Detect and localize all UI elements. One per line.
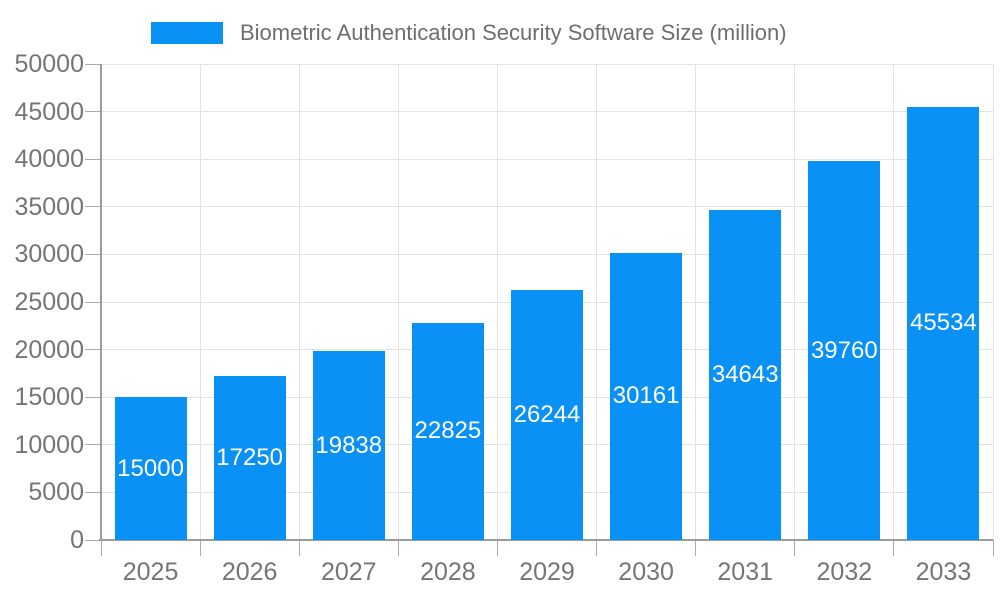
y-axis-tick (85, 63, 101, 65)
y-axis-label: 35000 (14, 192, 84, 221)
bar (411, 322, 484, 540)
x-axis-label: 2031 (717, 558, 774, 586)
x-axis-tick (100, 540, 102, 556)
y-axis-label: 0 (70, 526, 84, 554)
x-axis-label: 2033 (915, 558, 972, 586)
bar-value-label: 45534 (910, 309, 977, 337)
x-gridline (199, 64, 201, 540)
y-axis-label: 25000 (14, 288, 84, 316)
y-gridline (101, 158, 993, 160)
y-axis-label: 5000 (28, 478, 84, 507)
bar-value-label: 19838 (315, 431, 383, 459)
y-gridline (101, 63, 993, 65)
y-axis-line (100, 64, 102, 540)
bar-value-label: 34643 (711, 361, 779, 389)
y-axis-label: 50000 (14, 50, 84, 78)
y-axis-label: 15000 (14, 383, 84, 412)
y-axis-label: 45000 (14, 97, 84, 126)
x-gridline (794, 64, 796, 540)
y-gridline (101, 253, 993, 255)
y-axis-tick (85, 206, 101, 208)
x-axis-tick (199, 540, 201, 556)
x-axis-tick (397, 540, 399, 556)
bar (213, 375, 286, 540)
y-axis-label: 10000 (14, 430, 84, 459)
y-axis-tick (85, 111, 101, 113)
y-axis-tick (85, 396, 101, 398)
x-gridline (992, 64, 994, 540)
x-axis-tick (298, 540, 300, 556)
y-axis-label: 30000 (14, 240, 84, 269)
bar (907, 106, 980, 540)
bar (808, 161, 881, 540)
y-axis-label: 20000 (14, 335, 84, 364)
x-axis-label: 2032 (816, 558, 873, 586)
x-axis-tick (596, 540, 598, 556)
bar-value-label: 15000 (117, 454, 184, 482)
x-axis-tick (695, 540, 697, 556)
bar-value-label: 17250 (216, 443, 284, 471)
y-gridline (101, 206, 993, 208)
legend-label: Biometric Authentication Security Softwa… (240, 20, 787, 45)
x-axis-label: 2025 (122, 558, 179, 586)
x-gridline (596, 64, 598, 540)
x-axis-tick (794, 540, 796, 556)
x-axis-label: 2027 (320, 558, 377, 586)
y-axis-tick (85, 539, 101, 541)
chart-legend: Biometric Authentication Security Softwa… (151, 21, 787, 45)
y-gridline (101, 111, 993, 113)
y-axis-tick (85, 444, 101, 446)
bar (312, 351, 385, 540)
y-axis-tick (85, 253, 101, 255)
x-gridline (893, 64, 895, 540)
y-axis-tick (85, 491, 101, 493)
x-gridline (496, 64, 498, 540)
x-gridline (695, 64, 697, 540)
x-axis-label: 2026 (221, 558, 278, 586)
y-axis-tick (85, 301, 101, 303)
bar (610, 252, 683, 540)
y-axis-tick (85, 158, 101, 160)
x-axis-label: 2028 (420, 558, 476, 586)
bar (114, 397, 187, 540)
bar (511, 290, 583, 540)
bar (709, 210, 782, 540)
x-axis-label: 2029 (519, 558, 575, 586)
x-gridline (397, 64, 399, 540)
bar-value-label: 26244 (513, 401, 581, 429)
bar-value-label: 22825 (414, 417, 482, 445)
legend-color-swatch (151, 22, 223, 44)
bar-value-label: 39760 (810, 336, 878, 364)
y-axis-label: 40000 (14, 145, 84, 174)
x-axis-label: 2030 (618, 558, 674, 586)
x-gridline (298, 64, 300, 540)
y-axis-tick (85, 349, 101, 351)
bar-value-label: 30161 (612, 382, 680, 410)
x-axis-tick (893, 540, 895, 556)
x-axis-tick (992, 540, 994, 556)
x-axis-tick (496, 540, 498, 556)
x-axis-line (99, 539, 993, 541)
